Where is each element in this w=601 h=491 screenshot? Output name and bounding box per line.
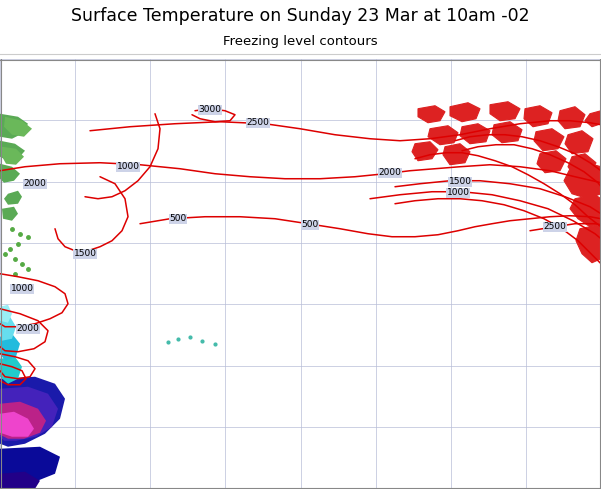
Text: 1500: 1500	[448, 177, 472, 186]
Polygon shape	[524, 106, 552, 127]
Text: 2000: 2000	[17, 324, 40, 333]
Polygon shape	[1, 147, 24, 165]
Text: 1500: 1500	[73, 249, 97, 258]
Polygon shape	[443, 144, 470, 165]
Polygon shape	[460, 124, 490, 144]
Text: 3000: 3000	[198, 105, 222, 114]
Polygon shape	[0, 141, 25, 161]
Polygon shape	[412, 142, 438, 161]
Text: 1000: 1000	[447, 188, 469, 197]
Text: 2000: 2000	[379, 168, 401, 177]
Text: 500: 500	[301, 220, 319, 229]
Text: Surface Temperature on Sunday 23 Mar at 10am -02: Surface Temperature on Sunday 23 Mar at …	[71, 7, 530, 25]
Polygon shape	[534, 129, 564, 151]
Polygon shape	[0, 402, 46, 439]
Polygon shape	[492, 122, 522, 143]
Polygon shape	[0, 317, 16, 341]
Polygon shape	[0, 412, 34, 436]
Polygon shape	[0, 387, 58, 441]
Polygon shape	[585, 111, 601, 127]
Polygon shape	[490, 102, 520, 121]
Polygon shape	[418, 106, 445, 123]
Text: 500: 500	[169, 214, 187, 223]
Polygon shape	[2, 207, 18, 221]
Text: 2000: 2000	[23, 179, 46, 188]
Polygon shape	[0, 305, 12, 323]
Polygon shape	[0, 164, 20, 183]
Polygon shape	[0, 377, 65, 447]
Polygon shape	[570, 195, 601, 227]
Polygon shape	[0, 447, 60, 487]
Polygon shape	[0, 334, 20, 361]
Polygon shape	[4, 117, 32, 136]
Polygon shape	[576, 225, 601, 263]
Polygon shape	[568, 154, 596, 177]
Polygon shape	[537, 151, 566, 173]
Text: 1000: 1000	[117, 162, 139, 171]
Polygon shape	[4, 191, 22, 205]
Polygon shape	[558, 107, 585, 129]
Polygon shape	[0, 472, 40, 489]
Text: 2500: 2500	[246, 118, 269, 127]
Polygon shape	[564, 164, 601, 199]
Polygon shape	[0, 357, 22, 384]
Polygon shape	[428, 126, 458, 145]
Text: 1000: 1000	[10, 284, 34, 293]
Polygon shape	[565, 131, 593, 154]
Text: Freezing level contours: Freezing level contours	[223, 35, 378, 48]
Text: 2500: 2500	[543, 222, 566, 231]
Polygon shape	[450, 103, 480, 122]
Polygon shape	[0, 114, 28, 139]
